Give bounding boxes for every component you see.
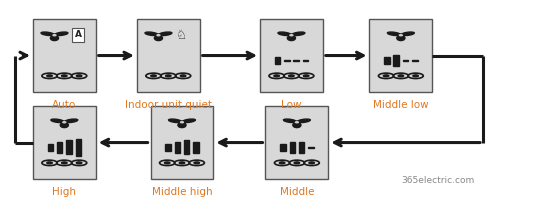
Bar: [275, 57, 280, 64]
Circle shape: [294, 121, 300, 123]
FancyBboxPatch shape: [33, 106, 96, 179]
Circle shape: [53, 35, 56, 36]
Ellipse shape: [402, 32, 414, 36]
FancyBboxPatch shape: [137, 19, 200, 92]
Circle shape: [295, 122, 298, 123]
Text: Indoor unit quiet: Indoor unit quiet: [125, 100, 212, 110]
Ellipse shape: [55, 32, 68, 36]
Circle shape: [47, 162, 52, 164]
Circle shape: [61, 121, 68, 123]
Text: Low: Low: [281, 100, 301, 110]
Bar: [75, 139, 81, 156]
Bar: [166, 144, 170, 151]
Ellipse shape: [397, 36, 405, 41]
FancyBboxPatch shape: [260, 19, 323, 92]
Bar: [184, 140, 189, 154]
Ellipse shape: [145, 32, 158, 36]
Ellipse shape: [65, 119, 78, 123]
Text: Middle: Middle: [279, 187, 314, 197]
Circle shape: [151, 75, 156, 77]
Bar: [302, 60, 308, 61]
Bar: [299, 142, 304, 153]
Circle shape: [166, 75, 171, 77]
Bar: [403, 60, 408, 61]
Bar: [280, 144, 285, 151]
Text: High: High: [52, 187, 76, 197]
Circle shape: [180, 75, 186, 77]
Ellipse shape: [298, 119, 310, 123]
Ellipse shape: [293, 123, 301, 128]
Circle shape: [309, 162, 315, 164]
Ellipse shape: [287, 36, 295, 41]
Circle shape: [155, 34, 162, 36]
Circle shape: [62, 75, 67, 77]
Bar: [289, 142, 295, 153]
Ellipse shape: [51, 36, 58, 41]
Ellipse shape: [292, 32, 305, 36]
Text: ♘: ♘: [177, 29, 188, 42]
Bar: [174, 142, 180, 153]
Circle shape: [47, 75, 52, 77]
Ellipse shape: [183, 119, 195, 123]
FancyBboxPatch shape: [370, 19, 432, 92]
Bar: [66, 140, 72, 154]
Circle shape: [194, 162, 200, 164]
Circle shape: [63, 122, 66, 123]
Text: Middle high: Middle high: [152, 187, 212, 197]
Bar: [308, 147, 314, 148]
Ellipse shape: [278, 32, 291, 36]
Circle shape: [179, 162, 185, 164]
Bar: [384, 57, 389, 64]
Circle shape: [413, 75, 419, 77]
Circle shape: [157, 35, 160, 36]
FancyBboxPatch shape: [151, 106, 213, 179]
Text: 365electric.com: 365electric.com: [401, 176, 474, 185]
Ellipse shape: [51, 119, 64, 123]
Circle shape: [383, 75, 389, 77]
Ellipse shape: [60, 123, 68, 128]
FancyBboxPatch shape: [266, 106, 328, 179]
Bar: [284, 60, 289, 61]
Circle shape: [51, 34, 58, 36]
Circle shape: [399, 35, 403, 36]
Ellipse shape: [283, 119, 296, 123]
Text: A: A: [74, 30, 81, 39]
Text: Auto: Auto: [52, 100, 76, 110]
Ellipse shape: [178, 123, 186, 128]
Bar: [48, 144, 53, 151]
FancyBboxPatch shape: [33, 19, 96, 92]
Circle shape: [398, 34, 404, 36]
Circle shape: [288, 34, 295, 36]
Ellipse shape: [155, 36, 162, 41]
Circle shape: [180, 122, 184, 123]
Circle shape: [179, 121, 185, 123]
Circle shape: [279, 162, 285, 164]
Circle shape: [398, 75, 404, 77]
Text: Middle low: Middle low: [373, 100, 428, 110]
Bar: [57, 142, 62, 153]
Ellipse shape: [159, 32, 172, 36]
Bar: [393, 55, 399, 66]
Bar: [412, 60, 417, 61]
Circle shape: [76, 75, 82, 77]
Circle shape: [304, 75, 309, 77]
Circle shape: [76, 162, 82, 164]
Circle shape: [290, 35, 293, 36]
Circle shape: [62, 162, 67, 164]
Ellipse shape: [41, 32, 54, 36]
Bar: [193, 142, 199, 153]
Ellipse shape: [168, 119, 182, 123]
Bar: [293, 60, 299, 61]
Circle shape: [164, 162, 170, 164]
Circle shape: [294, 162, 300, 164]
Circle shape: [274, 75, 279, 77]
Circle shape: [289, 75, 294, 77]
Ellipse shape: [387, 32, 400, 36]
